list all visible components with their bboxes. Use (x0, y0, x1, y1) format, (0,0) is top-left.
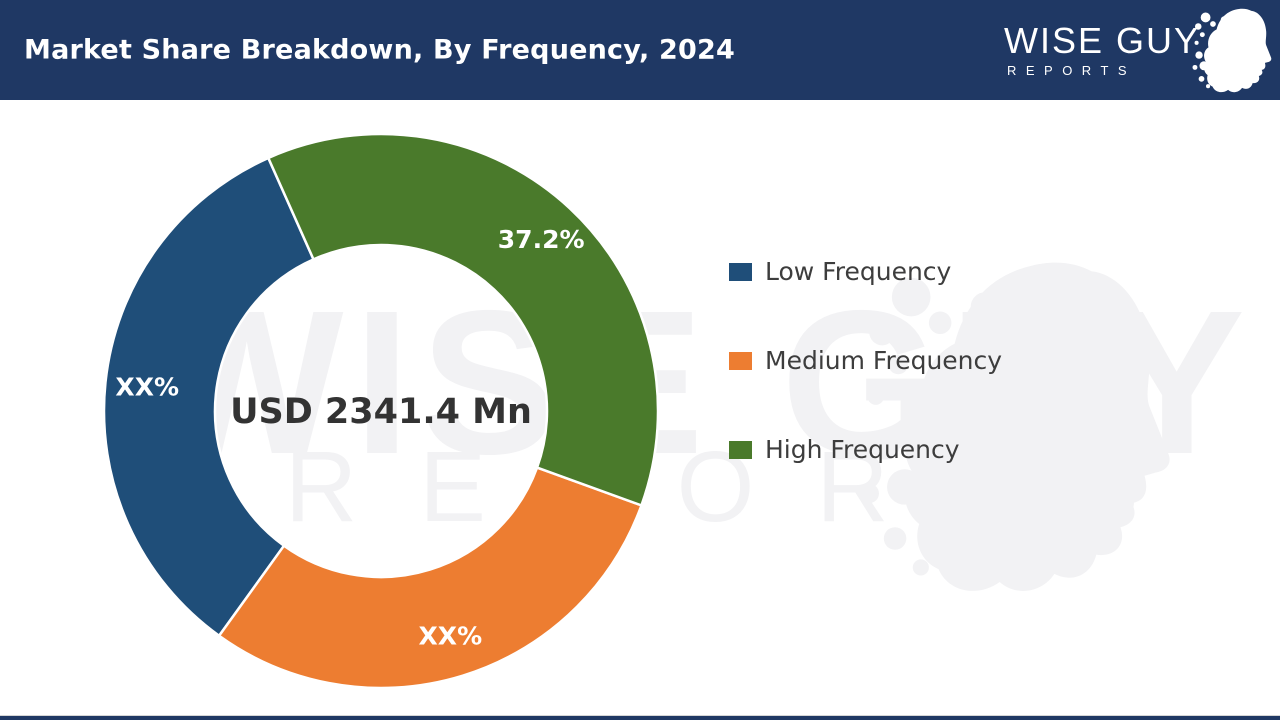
chart-area: WISE GUY REPORTS XX% XX% 37.2% USD 2341.4 … (0, 100, 1280, 716)
donut-segment[interactable] (102, 156, 315, 638)
donut-chart[interactable]: XX% XX% 37.2% (101, 131, 661, 691)
brand-logo-text: WISE GUY REPORTS (1003, 19, 1200, 78)
footer-bar (0, 716, 1280, 720)
page-title: Market Share Breakdown, By Frequency, 20… (24, 34, 735, 66)
donut-center-value: USD 2341.4 Mn (230, 392, 532, 432)
brand-name: WISE GUY (1003, 19, 1200, 61)
legend-item-low-frequency[interactable]: Low Frequency (729, 258, 1002, 286)
legend-label: High Frequency (765, 435, 960, 464)
legend-swatch-low (729, 263, 752, 281)
donut-segment[interactable] (267, 132, 660, 507)
legend-label: Medium Frequency (765, 346, 1003, 375)
segment-value-label: XX% (419, 621, 483, 650)
brand-logo: WISE GUY REPORTS (1004, 4, 1278, 96)
footer-divider (0, 715, 1280, 716)
donut-segment[interactable] (217, 466, 643, 690)
segment-value-label: XX% (115, 373, 179, 402)
brand-subtitle: REPORTS (1006, 62, 1137, 78)
header-bar: Market Share Breakdown, By Frequency, 20… (0, 0, 1280, 100)
legend-label: Low Frequency (765, 257, 952, 286)
legend-swatch-high (729, 441, 752, 459)
legend-item-high-frequency[interactable]: High Frequency (729, 436, 1002, 464)
legend: Low Frequency Medium Frequency High Freq… (729, 258, 1002, 525)
legend-item-medium-frequency[interactable]: Medium Frequency (729, 347, 1002, 375)
segment-value-label: 37.2% (498, 225, 585, 254)
legend-swatch-medium (729, 352, 752, 370)
